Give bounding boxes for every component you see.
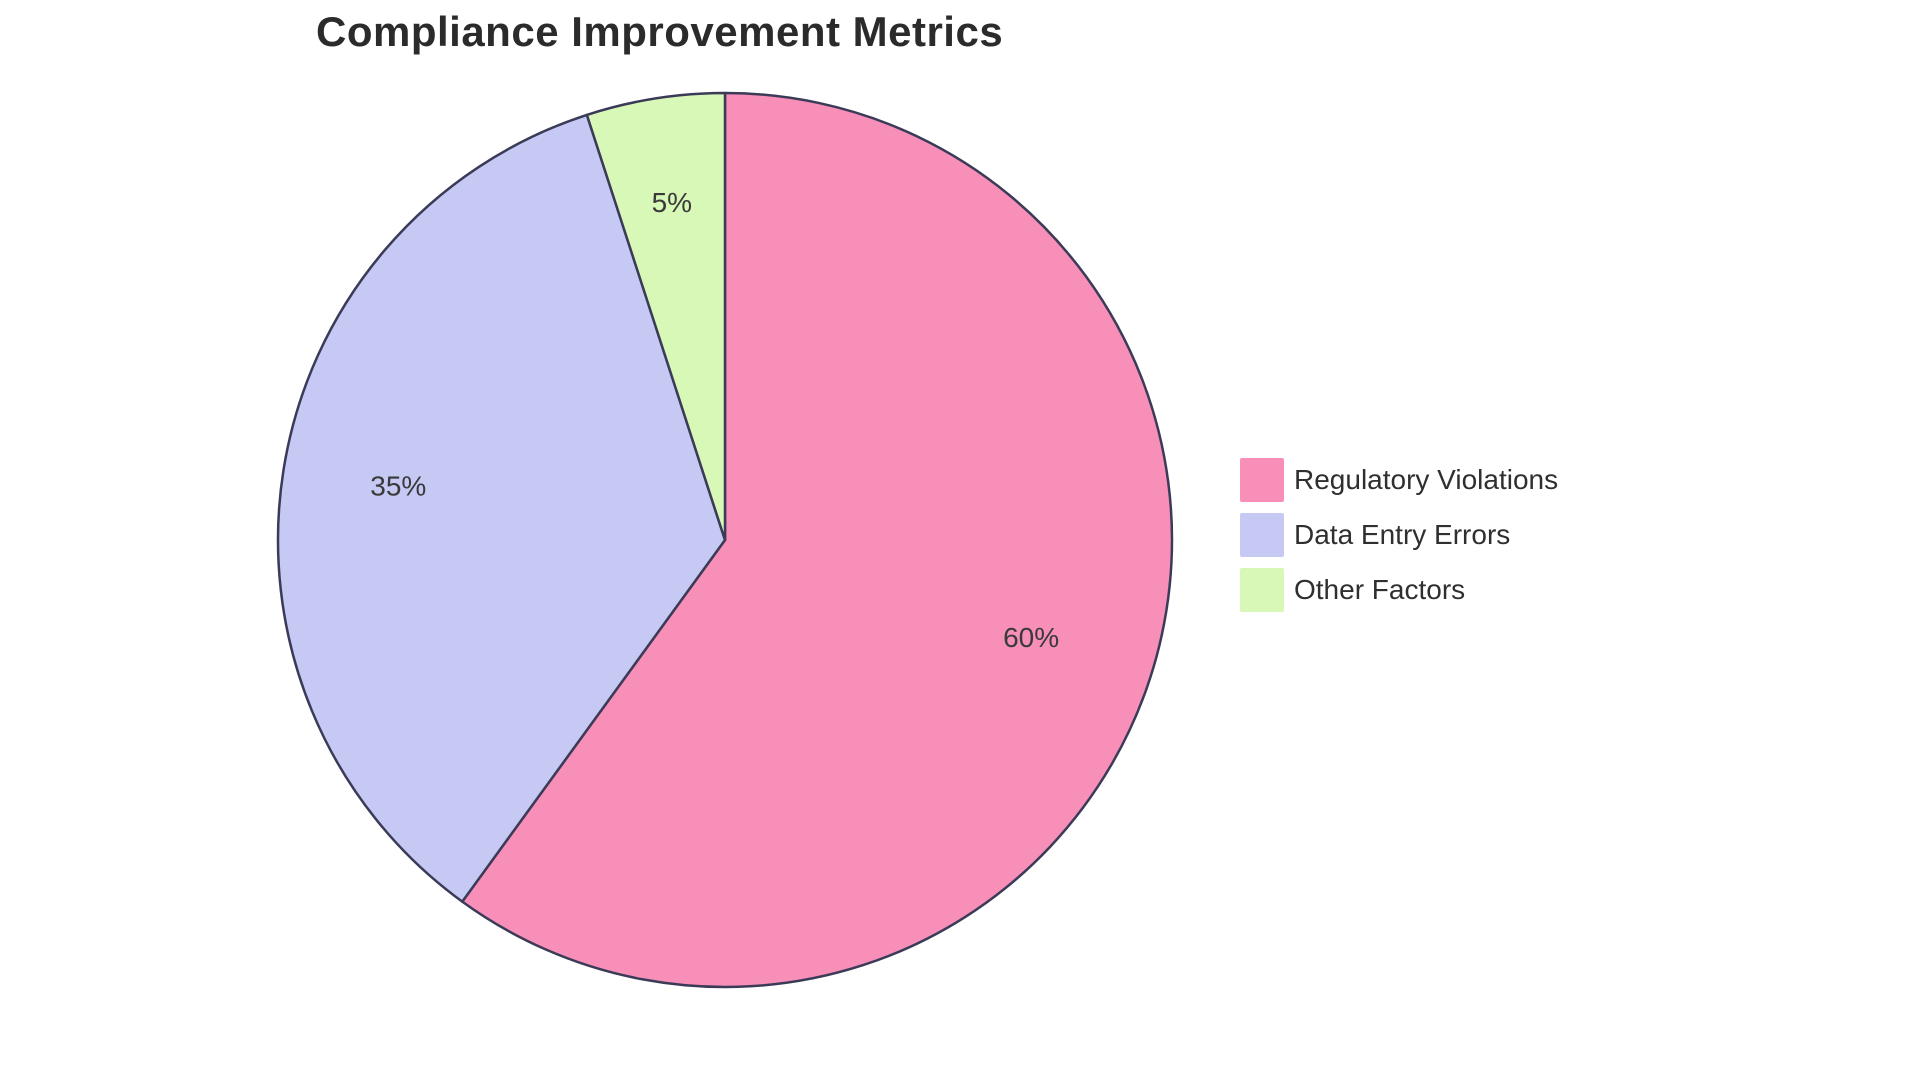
legend-label: Data Entry Errors — [1294, 519, 1511, 550]
legend-swatch — [1240, 513, 1284, 557]
slice-percent-label: 35% — [370, 471, 426, 502]
legend: Regulatory Violations Data Entry Errors Ot… — [1240, 458, 1558, 612]
legend-label: Other Factors — [1294, 574, 1466, 605]
legend-label: Regulatory Violations — [1294, 464, 1559, 495]
legend-item: Data Entry Errors — [1240, 513, 1558, 557]
legend-swatch — [1240, 458, 1284, 502]
legend-item: Other Factors — [1240, 568, 1558, 612]
pie-slice-1 — [276, 113, 727, 903]
slice-percent-label: 5% — [652, 187, 692, 218]
slice-percent-label: 60% — [1003, 622, 1059, 653]
legend-item: Regulatory Violations — [1240, 458, 1558, 502]
pie-slice-0 — [461, 91, 1174, 989]
chart-title: Compliance Improvement Metrics — [316, 8, 1004, 55]
pie-slice-2 — [585, 91, 727, 542]
legend-swatch — [1240, 568, 1284, 612]
